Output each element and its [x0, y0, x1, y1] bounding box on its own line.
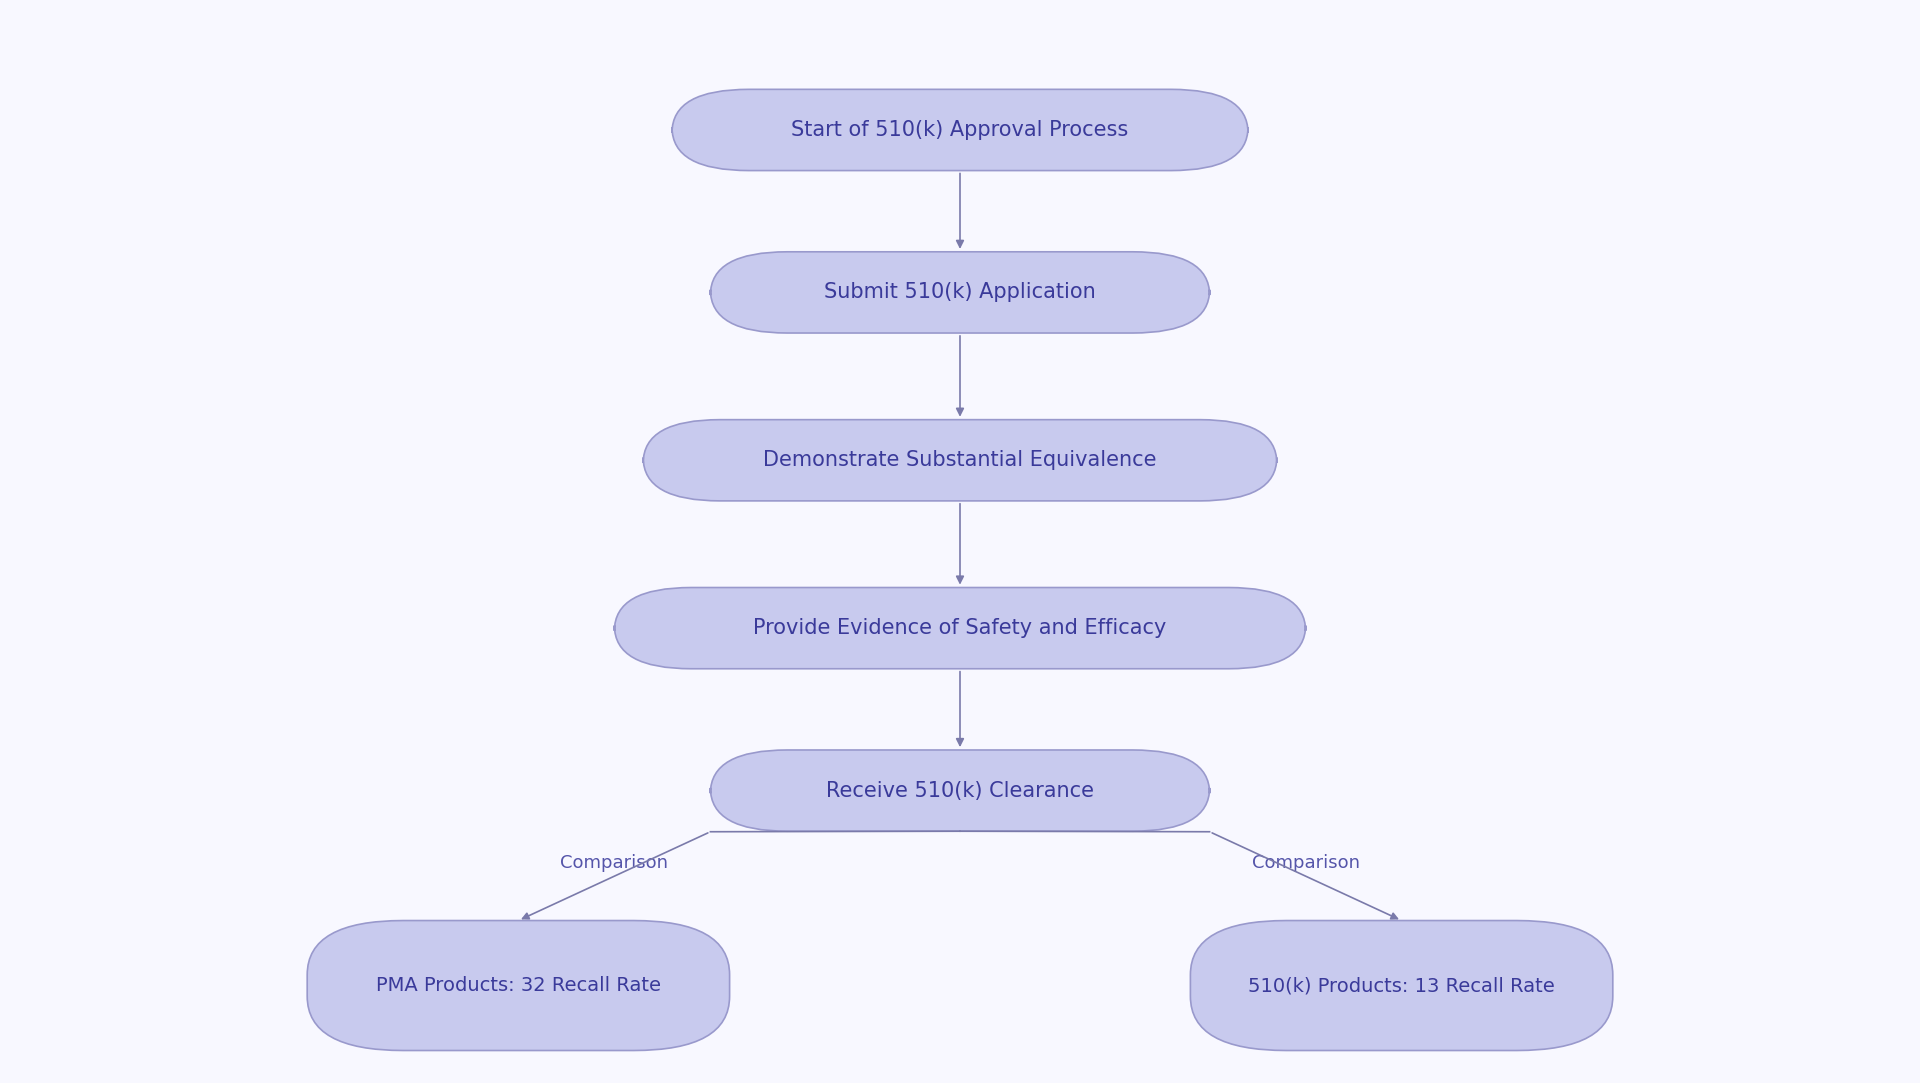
Text: Start of 510(k) Approval Process: Start of 510(k) Approval Process — [791, 120, 1129, 140]
Text: Demonstrate Substantial Equivalence: Demonstrate Substantial Equivalence — [764, 451, 1156, 470]
Text: Submit 510(k) Application: Submit 510(k) Application — [824, 283, 1096, 302]
FancyBboxPatch shape — [307, 921, 730, 1051]
FancyBboxPatch shape — [1190, 921, 1613, 1051]
FancyBboxPatch shape — [710, 749, 1210, 832]
Text: Comparison: Comparison — [561, 853, 668, 872]
Text: Provide Evidence of Safety and Efficacy: Provide Evidence of Safety and Efficacy — [753, 618, 1167, 638]
Text: PMA Products: 32 Recall Rate: PMA Products: 32 Recall Rate — [376, 976, 660, 995]
FancyBboxPatch shape — [643, 420, 1277, 500]
FancyBboxPatch shape — [614, 587, 1306, 668]
Text: Comparison: Comparison — [1252, 853, 1359, 872]
Text: 510(k) Products: 13 Recall Rate: 510(k) Products: 13 Recall Rate — [1248, 976, 1555, 995]
Text: Receive 510(k) Clearance: Receive 510(k) Clearance — [826, 781, 1094, 800]
FancyBboxPatch shape — [672, 90, 1248, 170]
FancyBboxPatch shape — [710, 252, 1210, 334]
